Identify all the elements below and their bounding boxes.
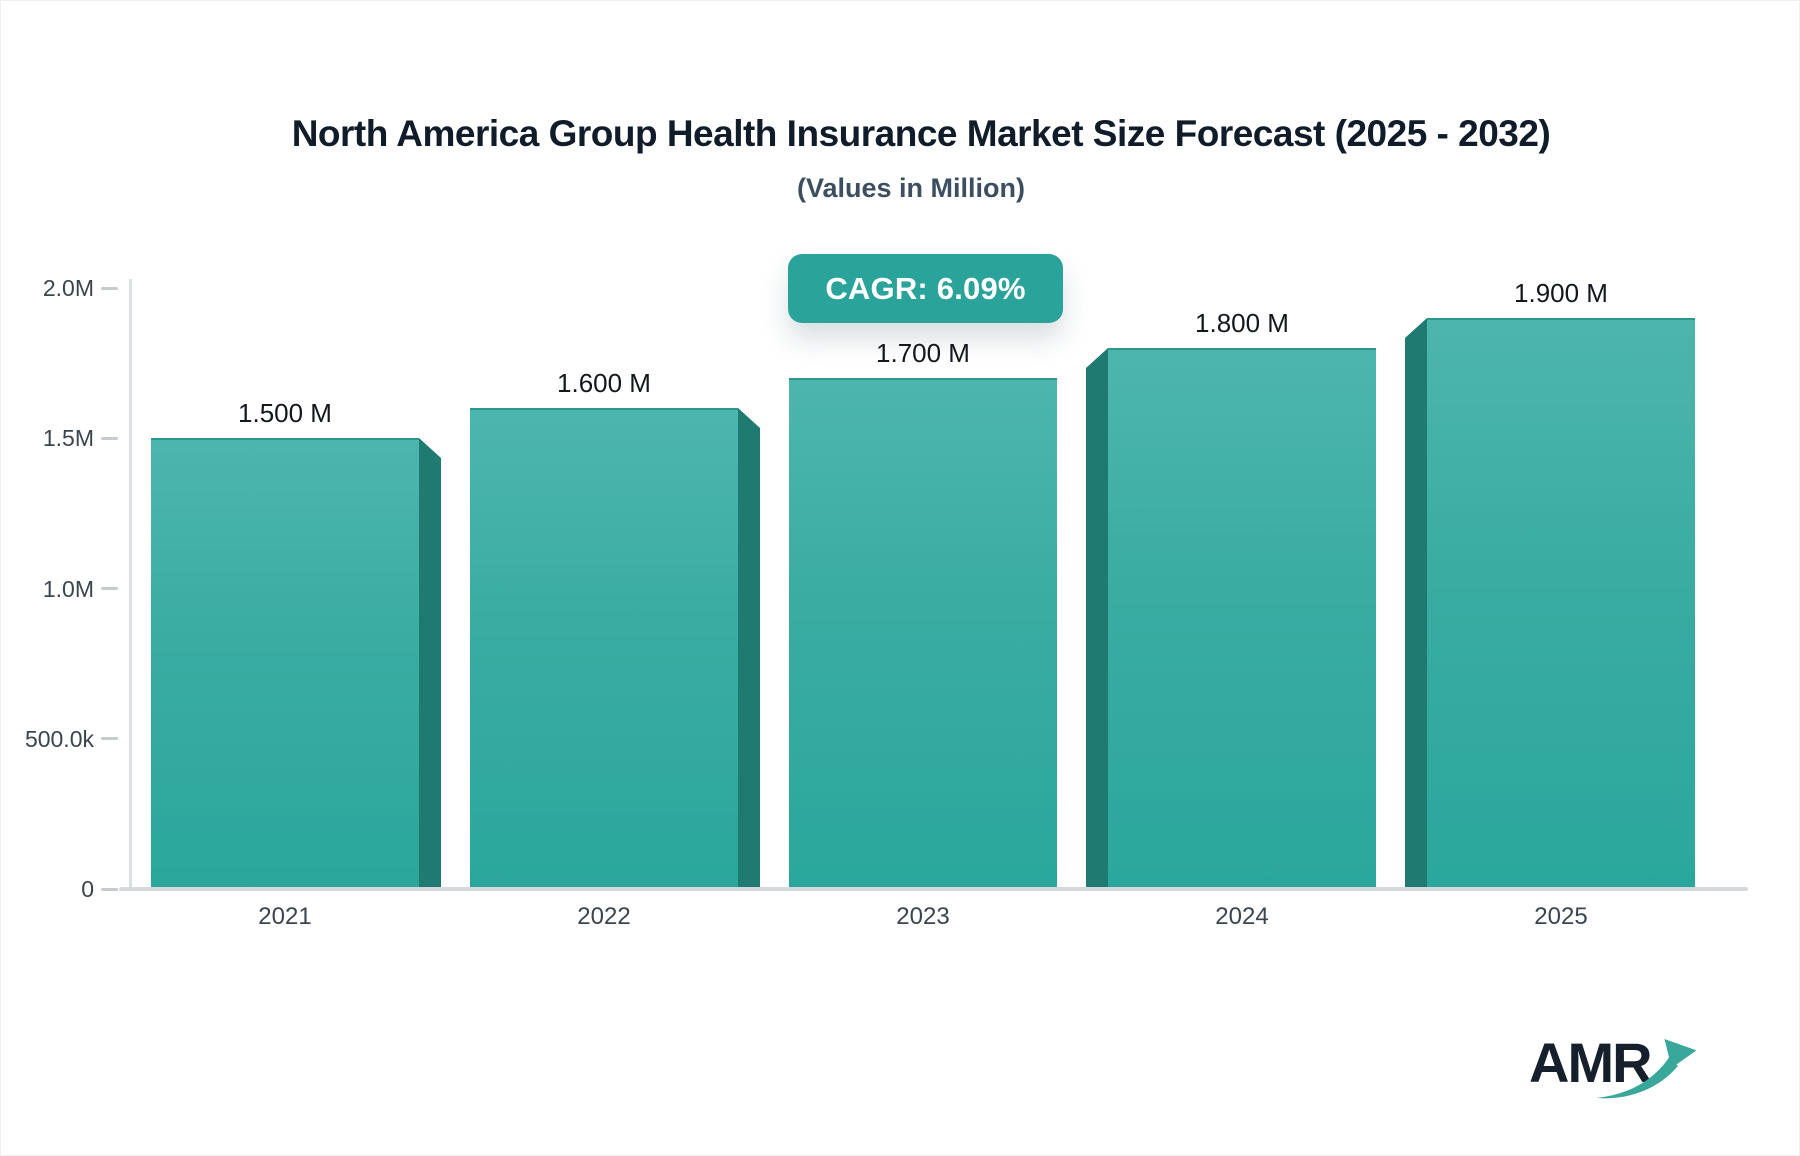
- bar: [1427, 318, 1695, 889]
- cagr-badge-label: CAGR: 6.09%: [825, 270, 1026, 306]
- y-tick-label: 2.0M: [42, 275, 94, 301]
- amr-logo-text: AMR: [1529, 1031, 1653, 1094]
- bar: [1108, 348, 1376, 889]
- y-tick-mark: [101, 286, 118, 290]
- chart-subtitle: (Values in Million): [796, 173, 1026, 203]
- x-category-label: 2024: [1215, 903, 1269, 930]
- chart-title: North America Group Health Insurance Mar…: [291, 113, 1551, 154]
- bar-3d-side: [419, 438, 441, 889]
- y-tick-mark: [101, 436, 118, 440]
- y-tick-label: 1.0M: [42, 575, 94, 602]
- y-axis-line: [129, 279, 132, 891]
- bar-3d-side: [738, 408, 760, 889]
- y-tick-label: 500.0k: [24, 725, 94, 752]
- bar-3d-side: [1405, 318, 1427, 889]
- y-tick-mark: [101, 737, 118, 741]
- bar-value-label: 1.600 M: [557, 368, 651, 398]
- x-axis-line: [119, 887, 1748, 891]
- y-tick-label: 1.5M: [42, 425, 94, 452]
- x-category-label: 2025: [1534, 903, 1588, 930]
- bar-3d-side: [1086, 348, 1108, 889]
- growth-arrow-icon: [1596, 1039, 1697, 1099]
- x-category-label: 2021: [258, 903, 312, 930]
- bar-value-label: 1.500 M: [238, 398, 332, 428]
- y-tick-mark: [101, 587, 118, 590]
- bar-value-label: 1.800 M: [1195, 308, 1289, 338]
- bar-value-label: 1.700 M: [876, 338, 970, 368]
- x-category-label: 2022: [577, 903, 631, 930]
- y-tick-label: 0: [81, 876, 94, 902]
- bar: [470, 408, 738, 889]
- amr-logo: AMR: [1529, 1033, 1729, 1113]
- y-tick-mark: [101, 887, 118, 891]
- x-category-label: 2023: [896, 903, 950, 930]
- bar: [789, 378, 1057, 889]
- bar-value-label: 1.900 M: [1514, 278, 1608, 308]
- cagr-badge: CAGR: 6.09%: [788, 254, 1063, 323]
- bar: [151, 438, 419, 889]
